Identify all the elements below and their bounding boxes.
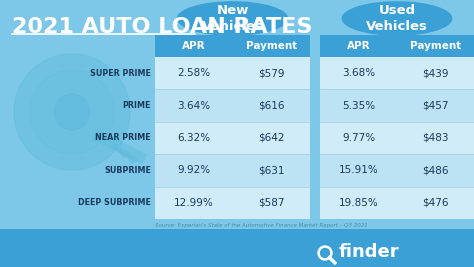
Bar [320, 57, 474, 89]
Bar [155, 187, 310, 219]
Circle shape [30, 70, 114, 154]
Text: 2021 AUTO LOAN RATES: 2021 AUTO LOAN RATES [12, 17, 312, 37]
Text: $476: $476 [422, 198, 449, 208]
Text: 2.58%: 2.58% [177, 68, 210, 78]
Bar [0, 229, 474, 267]
Text: 15.91%: 15.91% [338, 165, 378, 175]
Bar [155, 57, 310, 89]
Text: 9.77%: 9.77% [342, 133, 375, 143]
Text: $439: $439 [422, 68, 449, 78]
Text: $579: $579 [258, 68, 284, 78]
Text: $587: $587 [258, 198, 284, 208]
Bar [320, 35, 474, 57]
Bar [320, 122, 474, 154]
Text: $486: $486 [422, 165, 449, 175]
Circle shape [318, 246, 332, 260]
Bar [155, 122, 310, 154]
Circle shape [54, 94, 90, 130]
Circle shape [14, 54, 130, 170]
Ellipse shape [177, 1, 288, 36]
Text: $483: $483 [422, 133, 449, 143]
Bar [155, 154, 310, 187]
Text: finder: finder [339, 243, 400, 261]
Text: $457: $457 [422, 101, 449, 111]
Text: New
Vehicles: New Vehicles [201, 5, 264, 33]
Bar [155, 35, 310, 57]
Bar [320, 89, 474, 122]
Text: SUBPRIME: SUBPRIME [104, 166, 151, 175]
Text: 3.68%: 3.68% [342, 68, 375, 78]
Text: Source: Experian's State of the Automotive Finance Market Report – Q3 2021: Source: Experian's State of the Automoti… [155, 222, 368, 227]
Text: Payment: Payment [246, 41, 297, 51]
Text: 12.99%: 12.99% [174, 198, 214, 208]
Text: $631: $631 [258, 165, 284, 175]
Text: DEEP SUBPRIME: DEEP SUBPRIME [78, 198, 151, 207]
Ellipse shape [342, 1, 453, 36]
Text: 5.35%: 5.35% [342, 101, 375, 111]
Bar [320, 187, 474, 219]
Text: 6.32%: 6.32% [177, 133, 210, 143]
Text: PRIME: PRIME [123, 101, 151, 110]
Text: APR: APR [346, 41, 370, 51]
Text: Used
Vehicles: Used Vehicles [366, 5, 428, 33]
Text: 19.85%: 19.85% [338, 198, 378, 208]
Text: $642: $642 [258, 133, 284, 143]
Circle shape [320, 249, 329, 257]
Text: 9.92%: 9.92% [177, 165, 210, 175]
Text: Payment: Payment [410, 41, 461, 51]
Text: APR: APR [182, 41, 206, 51]
Text: 3.64%: 3.64% [177, 101, 210, 111]
Bar [320, 154, 474, 187]
Bar [155, 89, 310, 122]
Text: NEAR PRIME: NEAR PRIME [95, 134, 151, 143]
Text: SUPER PRIME: SUPER PRIME [90, 69, 151, 78]
Text: $616: $616 [258, 101, 284, 111]
